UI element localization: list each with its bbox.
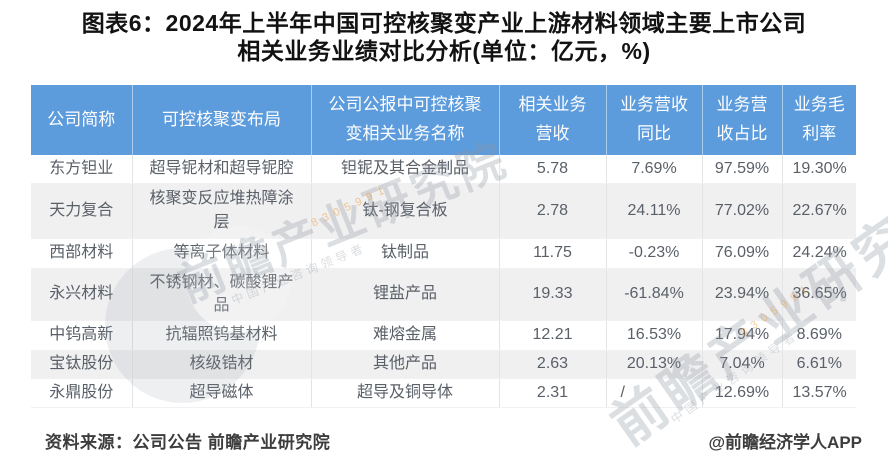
table-cell: 19.30% bbox=[782, 155, 856, 184]
table-cell: 2.78 bbox=[499, 183, 607, 239]
table-cell: 抗辐照钨基材料 bbox=[132, 320, 312, 351]
table-cell: 超导磁体 bbox=[132, 378, 312, 408]
table-cell: 13.57% bbox=[782, 378, 856, 408]
table-cell: 钽铌及其合金制品 bbox=[311, 155, 500, 184]
table-header-row: 公司简称 可控核聚变布局 公司公报中可控核聚 变相关业务名称 相关业务 营收 业务营收 … bbox=[31, 85, 856, 155]
table-body: 东方钽业 超导铌材和超导铌腔 钽铌及其合金制品 5.78 7.69% 97.59% 19.3… bbox=[31, 155, 856, 408]
table-cell: 等离子体材料 bbox=[132, 238, 312, 269]
table-row: 永鼎股份 超导磁体 超导及铜导体 2.31/12.69% 13.57% bbox=[31, 378, 856, 408]
table-cell: 11.75 bbox=[499, 238, 607, 269]
table-cell: / bbox=[606, 378, 703, 408]
table-cell: 76.09% bbox=[702, 238, 783, 269]
table-cell: 锂盐产品 bbox=[311, 268, 500, 321]
table-cell: 23.94% bbox=[702, 268, 783, 321]
figure-title-line2: 相关业务业绩对比分析(单位：亿元，%) bbox=[237, 37, 651, 64]
table-row: 宝钛股份 核级锆材 其他产品 2.63 20.13% 7.04% 6.61% bbox=[31, 350, 856, 379]
table-cell: 钛制品 bbox=[311, 238, 500, 269]
company-performance-table: 公司简称 可控核聚变布局 公司公报中可控核聚 变相关业务名称 相关业务 营收 业务营收 … bbox=[31, 85, 856, 408]
table-cell: 天力复合 bbox=[31, 183, 133, 239]
table-cell: 77.02% bbox=[702, 183, 783, 239]
table-cell: 钛-钢复合板 bbox=[311, 183, 500, 239]
table-cell: 24.24% bbox=[782, 238, 856, 269]
table-cell: -61.84% bbox=[606, 268, 703, 321]
table-cell: 宝钛股份 bbox=[31, 350, 133, 379]
table-cell: 6.61% bbox=[782, 350, 856, 379]
table-cell: 永兴材料 bbox=[31, 268, 133, 321]
publisher-credit: @前瞻经济学人APP bbox=[708, 433, 862, 452]
table-cell: 难熔金属 bbox=[311, 320, 500, 351]
table-cell: 16.53% bbox=[606, 320, 703, 351]
table-cell: 2.31 bbox=[499, 378, 607, 408]
table-cell: 2.63 bbox=[499, 350, 607, 379]
column-header: 业务营 收占比 bbox=[702, 85, 783, 155]
table-cell: -0.23% bbox=[606, 238, 703, 269]
table-cell: 19.33 bbox=[499, 268, 607, 321]
figure-title-line1: 图表6：2024年上半年中国可控核聚变产业上游材料领域主要上市公司 bbox=[81, 10, 807, 36]
column-header: 可控核聚变布局 bbox=[132, 85, 312, 155]
table-cell: 22.67% bbox=[782, 183, 856, 239]
data-source-note: 资料来源：公司公告 前瞻产业研究院 bbox=[45, 433, 331, 452]
table-cell: 17.94% bbox=[702, 320, 783, 351]
table-row: 中钨高新 抗辐照钨基材料 难熔金属 12.21 16.53% 17.94% 8.69% bbox=[31, 320, 856, 351]
table-cell: 12.21 bbox=[499, 320, 607, 351]
table-cell: 永鼎股份 bbox=[31, 378, 133, 408]
table-cell: 24.11% bbox=[606, 183, 703, 239]
table-row: 西部材料 等离子体材料 钛制品 11.75 -0.23% 76.09% 24.24% bbox=[31, 238, 856, 269]
column-header: 业务毛 利率 bbox=[782, 85, 856, 155]
table-cell: 7.69% bbox=[606, 155, 703, 184]
table-row: 东方钽业 超导铌材和超导铌腔 钽铌及其合金制品 5.78 7.69% 97.59% 19.3… bbox=[31, 155, 856, 184]
column-header: 相关业务 营收 bbox=[499, 85, 607, 155]
table-cell: 中钨高新 bbox=[31, 320, 133, 351]
table-cell: 西部材料 bbox=[31, 238, 133, 269]
table-cell: 7.04% bbox=[702, 350, 783, 379]
table-cell: 东方钽业 bbox=[31, 155, 133, 184]
table-row: 永兴材料 不锈钢材、碳酸锂产品 锂盐产品 19.33 -61.84% 23.94% 36.6… bbox=[31, 268, 856, 321]
column-header: 公司公报中可控核聚 变相关业务名称 bbox=[311, 85, 500, 155]
table-cell: 超导铌材和超导铌腔 bbox=[132, 155, 312, 184]
table-cell: 5.78 bbox=[499, 155, 607, 184]
table-cell: 12.69% bbox=[702, 378, 783, 408]
table-cell: 36.65% bbox=[782, 268, 856, 321]
table-cell: 97.59% bbox=[702, 155, 783, 184]
table-cell: 核级锆材 bbox=[132, 350, 312, 379]
table-row: 天力复合 核聚变反应堆热障涂层 钛-钢复合板 2.78 24.11% 77.02% 22.6… bbox=[31, 183, 856, 239]
table-cell: 其他产品 bbox=[311, 350, 500, 379]
table-cell: 20.13% bbox=[606, 350, 703, 379]
figure-title: 图表6：2024年上半年中国可控核聚变产业上游材料领域主要上市公司 相关业务业绩… bbox=[0, 10, 888, 65]
table-header: 公司简称 可控核聚变布局 公司公报中可控核聚 变相关业务名称 相关业务 营收 业务营收 … bbox=[31, 85, 856, 155]
table-cell: 8.69% bbox=[782, 320, 856, 351]
table-cell: 核聚变反应堆热障涂层 bbox=[132, 183, 312, 239]
table-cell: 超导及铜导体 bbox=[311, 378, 500, 408]
column-header: 公司简称 bbox=[31, 85, 133, 155]
column-header: 业务营收 同比 bbox=[606, 85, 703, 155]
table-cell: 不锈钢材、碳酸锂产品 bbox=[132, 268, 312, 321]
